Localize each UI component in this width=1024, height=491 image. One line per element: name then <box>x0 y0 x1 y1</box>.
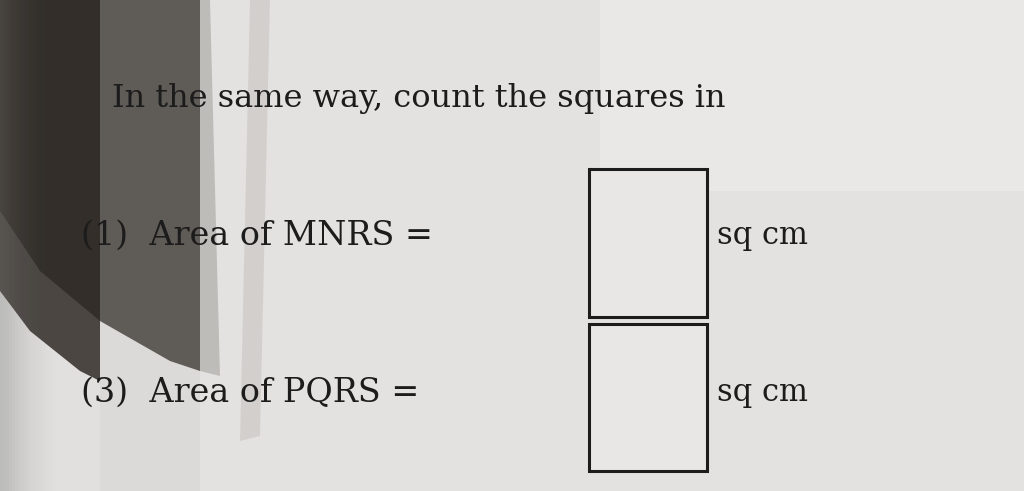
Bar <box>0 0 54 491</box>
Bar <box>0 0 36 491</box>
Text: In the same way, count the squares in: In the same way, count the squares in <box>113 82 726 114</box>
Bar <box>0 0 27 491</box>
Text: (3)  Area of PQRS =: (3) Area of PQRS = <box>82 377 420 409</box>
Bar <box>600 0 1024 191</box>
Text: sq cm: sq cm <box>717 377 808 409</box>
Text: (1)  Area of MNRS =: (1) Area of MNRS = <box>82 219 433 252</box>
Bar <box>0 0 30 491</box>
Polygon shape <box>0 0 260 436</box>
Bar <box>0 0 9 491</box>
Text: sq cm: sq cm <box>717 220 808 251</box>
Bar <box>0 0 42 491</box>
Bar <box>0 0 22 491</box>
Bar <box>0 0 6 491</box>
Bar <box>0 0 51 491</box>
Bar <box>589 324 707 471</box>
Bar <box>589 169 707 317</box>
Bar <box>0 0 57 491</box>
Bar <box>0 0 39 491</box>
Bar <box>0 0 33 491</box>
Bar <box>0 0 3 491</box>
Bar <box>0 0 15 491</box>
Polygon shape <box>0 0 220 376</box>
Bar <box>0 0 12 491</box>
Bar <box>0 0 45 491</box>
Bar <box>200 0 1024 491</box>
Bar <box>0 0 24 491</box>
Bar <box>0 0 18 491</box>
Polygon shape <box>240 0 270 441</box>
Bar <box>0 0 48 491</box>
